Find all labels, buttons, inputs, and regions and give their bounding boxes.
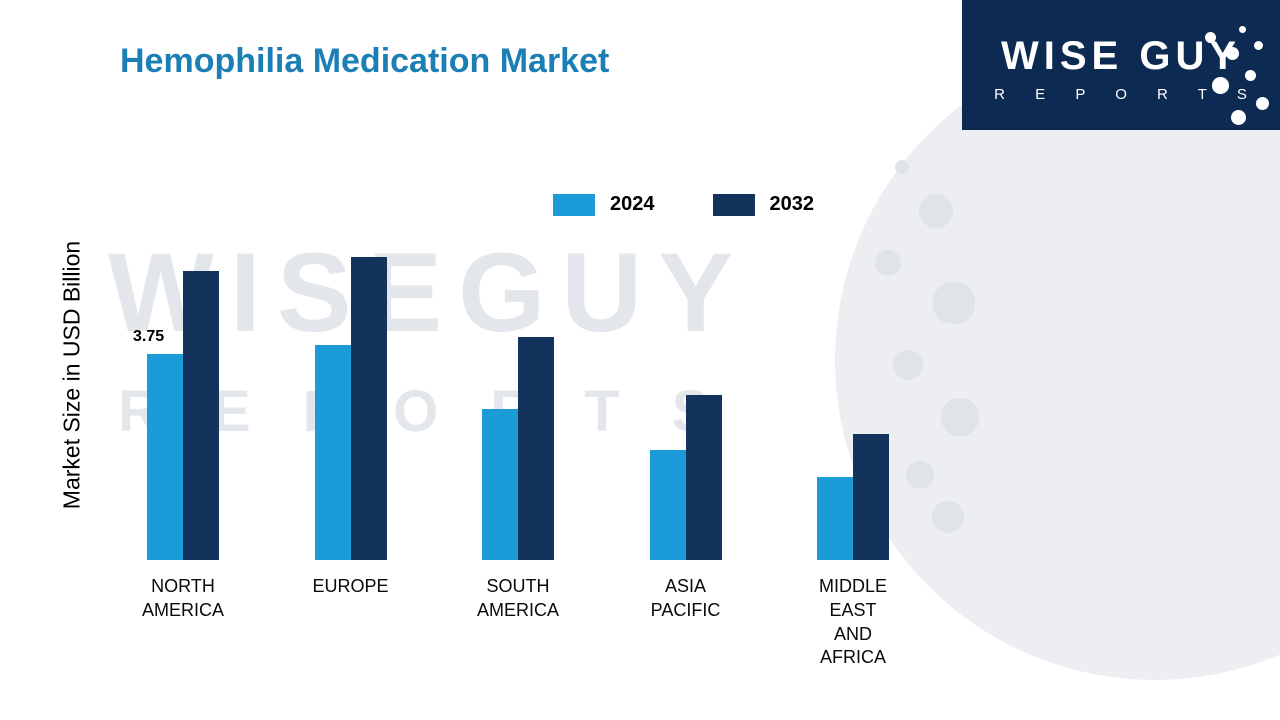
bar-2024-europe (314, 345, 351, 560)
page-title: Hemophilia Medication Market (120, 42, 610, 80)
category-label-north-america: NORTH AMERICA (141, 576, 224, 620)
bar-group-south-america: SOUTH AMERICA (453, 230, 583, 623)
bar-2024-north-america: 3.75 (133, 328, 183, 560)
legend-swatch-2032 (712, 193, 755, 216)
category-label-south-america: SOUTH AMERICA (476, 576, 559, 620)
bar-2032-europe (350, 257, 387, 560)
legend-item-2024: 2024 (553, 193, 655, 216)
bar-group-middle-east-and-africa: MIDDLE EAST AND AFRICA (788, 230, 918, 670)
y-axis-label: Market Size in USD Billion (58, 240, 85, 510)
category-label-europe: EUROPE (312, 576, 389, 596)
bar-2032-north-america (183, 271, 219, 560)
bar-2024-middle-east-and-africa (817, 477, 853, 560)
category-label-middle-east-and-africa: MIDDLE EAST AND AFRICA (818, 576, 887, 668)
wiseguy-logo: WISE GUY R E P O R T S (962, 0, 1280, 130)
bar-2024-asia-pacific (649, 450, 686, 560)
legend-label-2024: 2024 (610, 193, 655, 215)
bar-group-asia-pacific: ASIA PACIFIC (621, 230, 751, 623)
bar-2024-south-america (482, 409, 518, 560)
logo-head-dots-icon (1239, 26, 1246, 33)
legend-item-2032: 2032 (712, 193, 815, 216)
bars-middle-east-and-africa (817, 230, 889, 560)
logo-brand-text: WISE GUY (1000, 34, 1242, 78)
logo-sub-text: R E P O R T S (994, 86, 1260, 103)
bars-asia-pacific (649, 230, 722, 560)
category-label-asia-pacific: ASIA PACIFIC (650, 576, 721, 620)
legend-swatch-2024 (553, 193, 595, 216)
bar-2032-south-america (518, 337, 554, 560)
decor-dots-gray (895, 160, 909, 174)
bars-north-america: 3.75 (133, 230, 219, 560)
chart-legend: 2024 2032 (553, 193, 814, 216)
bars-europe (314, 230, 387, 560)
bar-value-label: 3.75 (133, 328, 165, 345)
bar-2032-middle-east-and-africa (853, 434, 889, 560)
bar-group-north-america: 3.75 NORTH AMERICA (118, 230, 248, 623)
bar-2032-asia-pacific (685, 395, 722, 560)
legend-label-2032: 2032 (769, 193, 815, 215)
bars-south-america (482, 230, 554, 560)
bar-group-europe: EUROPE (286, 230, 416, 599)
bar-chart: 3.75 NORTH AMERICA EUROPE SOUTH AMERICA ASIA PA… (118, 230, 918, 670)
